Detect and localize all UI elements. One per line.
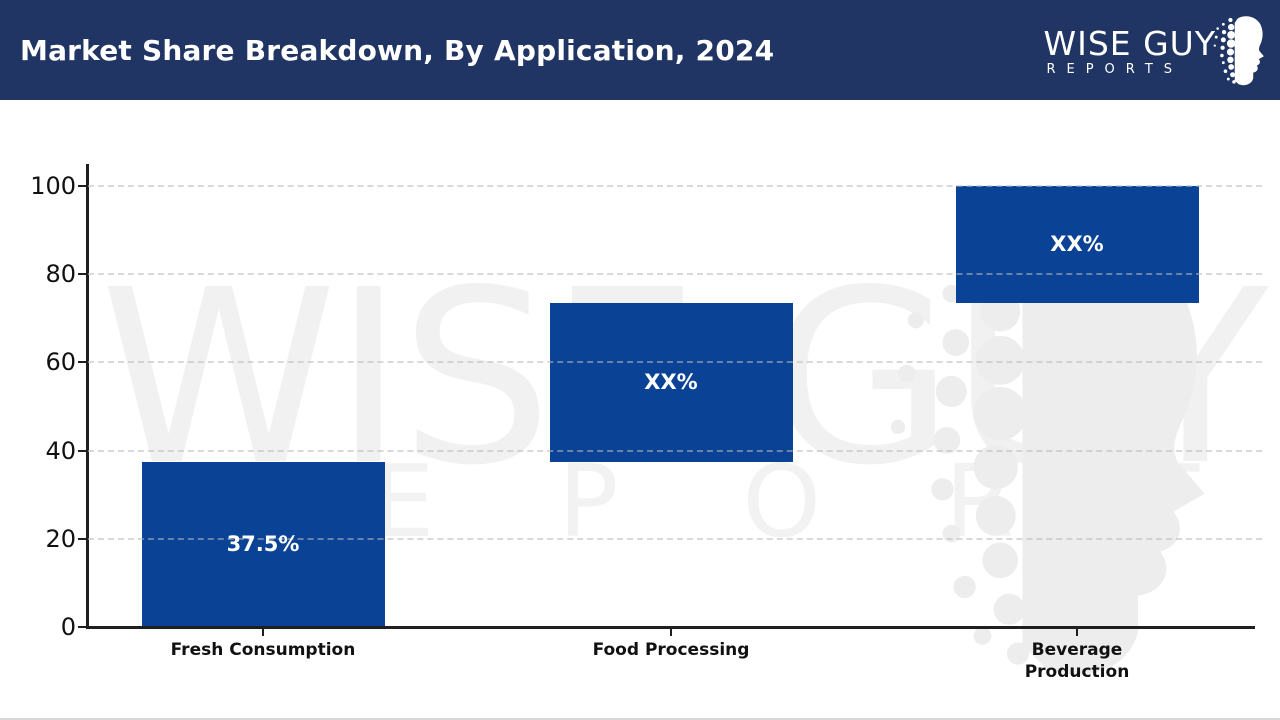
y-axis-tick — [78, 537, 87, 540]
y-tick-label: 80 — [45, 260, 76, 289]
y-axis-tick — [78, 361, 87, 364]
y-axis-tick — [78, 185, 87, 187]
y-axis-tick — [78, 626, 87, 628]
gridline — [88, 361, 1262, 364]
gridline — [88, 537, 1262, 540]
chart-title: Market Share Breakdown, By Application, … — [20, 33, 775, 67]
x-axis-tick — [262, 627, 264, 636]
x-axis-tick — [670, 627, 672, 636]
gridline — [88, 449, 1262, 452]
y-tick-label: 0 — [60, 613, 76, 641]
header-bar: Market Share Breakdown, By Application, … — [0, 0, 1280, 100]
y-tick-label: 60 — [45, 348, 76, 377]
logo-text-block: WISE GUY REPORTS — [1043, 23, 1216, 78]
y-axis-line — [86, 164, 89, 629]
bar-segment — [141, 461, 385, 627]
brand-logo: WISE GUY REPORTS — [1043, 6, 1266, 98]
y-axis-tick — [78, 449, 87, 452]
bar-segment — [549, 302, 793, 462]
logo-brand-text: WISE GUY — [1043, 23, 1216, 63]
logo-head-icon — [1213, 16, 1264, 86]
x-tick-label: Beverage Production — [1024, 640, 1130, 682]
y-axis-tick — [78, 273, 87, 276]
y-tick-label: 20 — [45, 524, 76, 553]
bar-value-label: XX% — [1050, 232, 1104, 257]
x-tick-label: Food Processing — [592, 640, 750, 660]
bar-segment — [955, 186, 1199, 303]
bar-value-label: XX% — [644, 370, 698, 395]
gridline — [88, 273, 1262, 276]
bar-value-label: 37.5% — [226, 532, 300, 557]
x-axis-tick — [1076, 627, 1078, 636]
gridline — [88, 185, 1262, 187]
x-tick-label: Fresh Consumption — [170, 640, 356, 660]
logo-sub-text: REPORTS — [1046, 62, 1184, 78]
y-tick-label: 40 — [45, 436, 76, 465]
y-tick-label: 100 — [30, 172, 76, 200]
